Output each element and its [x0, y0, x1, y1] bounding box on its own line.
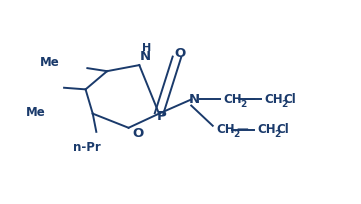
Text: P: P	[157, 110, 167, 123]
Text: Me: Me	[26, 106, 45, 119]
Text: O: O	[175, 47, 186, 60]
Text: Me: Me	[40, 55, 60, 68]
Text: N: N	[188, 92, 200, 105]
Text: CH: CH	[257, 123, 276, 136]
Text: Cl: Cl	[284, 92, 296, 105]
Text: 2: 2	[240, 99, 247, 108]
Text: CH: CH	[223, 92, 242, 105]
Text: Cl: Cl	[277, 123, 289, 136]
Text: —: —	[236, 123, 248, 136]
Text: H: H	[142, 43, 151, 53]
Text: n-Pr: n-Pr	[74, 141, 101, 154]
Text: N: N	[140, 50, 151, 63]
Text: 2: 2	[233, 129, 239, 138]
Text: CH: CH	[216, 123, 235, 136]
Text: 2: 2	[274, 129, 280, 138]
Text: —: —	[243, 92, 255, 105]
Text: 2: 2	[282, 99, 288, 108]
Text: O: O	[132, 127, 143, 140]
Text: CH: CH	[265, 92, 283, 105]
